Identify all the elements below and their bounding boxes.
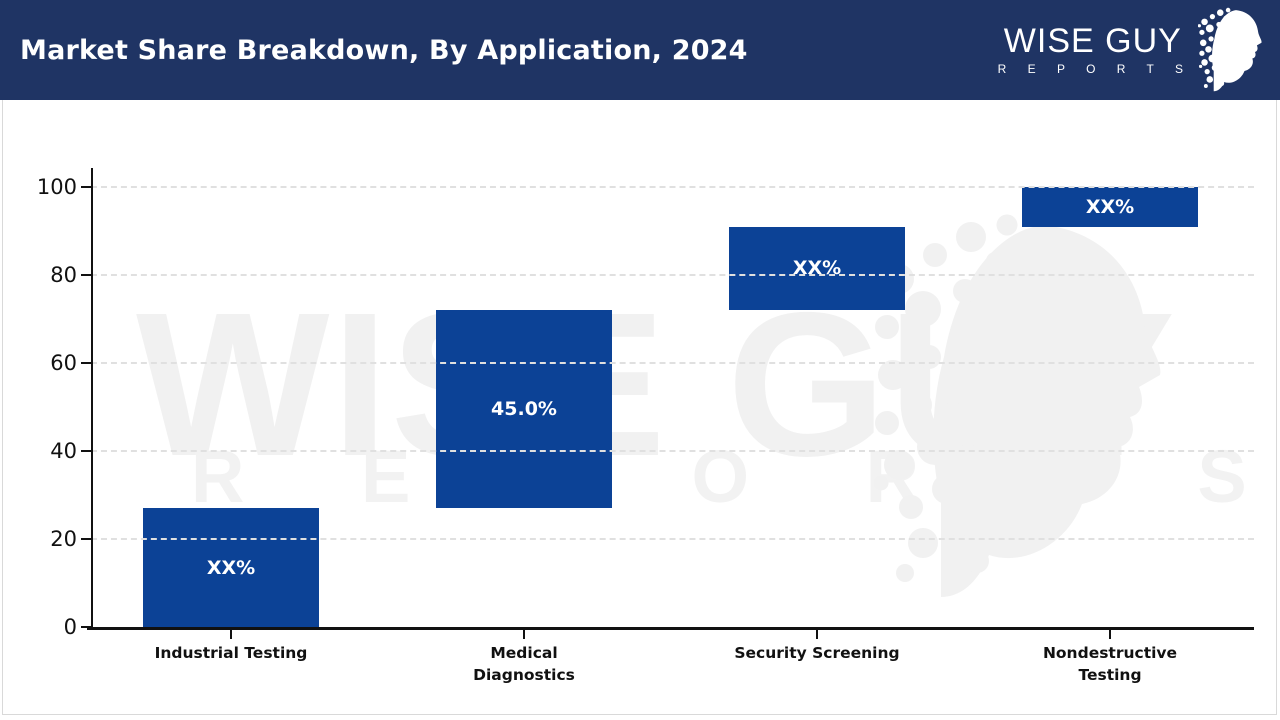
bar-segment: [436, 310, 612, 509]
wise-guy-head-icon: [1198, 7, 1262, 92]
gridline-80: [91, 274, 1254, 276]
bar-segment: [1022, 187, 1198, 227]
y-tick-label: 40: [50, 439, 77, 463]
y-tick-label: 0: [63, 615, 77, 639]
header-bar: Market Share Breakdown, By Application, …: [0, 0, 1280, 100]
y-tick-label: 100: [36, 175, 77, 199]
y-tick-label: 80: [50, 263, 77, 287]
x-tick-mark: [816, 630, 818, 639]
x-axis-label: Security Screening: [734, 644, 900, 662]
gridline-20: [91, 538, 1254, 540]
bar-segment: [143, 508, 319, 627]
y-axis-spine: [91, 168, 93, 630]
gridline-100: [91, 186, 1254, 188]
page-title: Market Share Breakdown, By Application, …: [20, 34, 748, 66]
x-axis-spine: [87, 627, 1254, 630]
brand-logo-text: WISE GUY R E P O R T S: [994, 22, 1192, 76]
y-tick-mark: [81, 274, 91, 276]
y-tick-mark: [81, 450, 91, 452]
y-tick-mark: [81, 362, 91, 364]
gridline-60: [91, 362, 1254, 364]
bar-value-label: XX%: [206, 556, 256, 579]
bar-value-label: XX%: [792, 257, 842, 280]
y-tick-mark: [81, 538, 91, 540]
x-axis-label: Nondestructive Testing: [1042, 644, 1178, 684]
bar-value-label: XX%: [1085, 195, 1135, 218]
x-axis-label: Medical Diagnostics: [473, 644, 575, 684]
bar-segment: [729, 226, 905, 311]
y-tick-mark: [81, 186, 91, 188]
brand-logo: WISE GUY R E P O R T S: [994, 0, 1270, 100]
x-tick-mark: [1109, 630, 1111, 639]
gridline-40: [91, 450, 1254, 452]
y-tick-mark: [81, 626, 91, 628]
y-tick-label: 60: [50, 351, 77, 375]
x-tick-mark: [523, 630, 525, 639]
brand-name: WISE GUY: [1003, 22, 1182, 61]
x-tick-mark: [230, 630, 232, 639]
bar-value-label: 45.0%: [491, 398, 557, 421]
chart-panel: WISE GUY R E P O R T S XX% 45.0% XX% XX% 0 20…: [2, 100, 1277, 715]
plot-area: XX% 45.0% XX% XX% 0 20 40 60 80 100 Industrial Tes…: [3, 100, 1276, 714]
x-axis-label: Industrial Testing: [154, 644, 308, 662]
y-tick-label: 20: [50, 527, 77, 551]
brand-subname: R E P O R T S: [997, 61, 1192, 76]
